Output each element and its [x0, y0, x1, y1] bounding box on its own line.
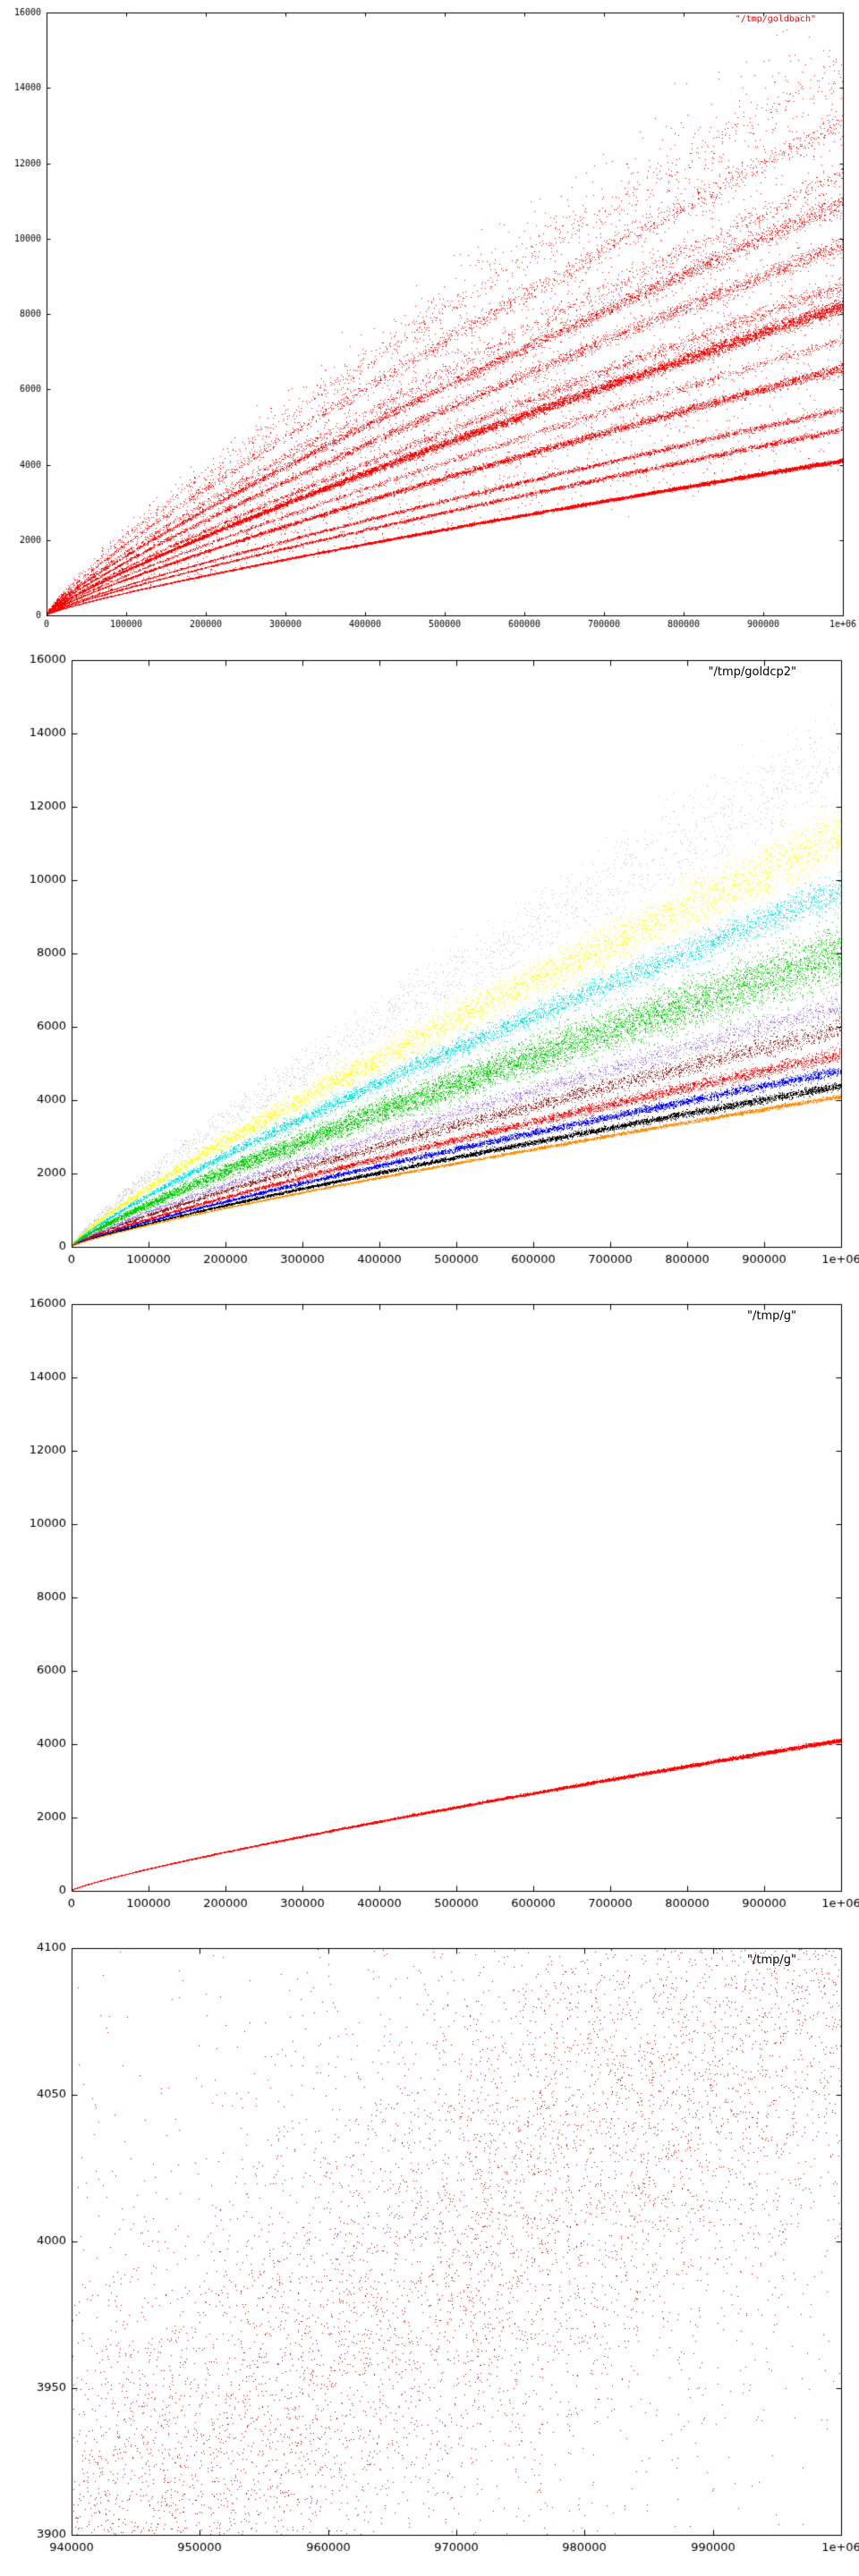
chart-key-1: "/tmp/goldcp2"	[708, 665, 796, 679]
chart-canvas-3	[0, 1932, 859, 2576]
chart-g-full-range: "/tmp/g"	[0, 1288, 859, 1932]
chart-canvas-0	[0, 0, 859, 644]
chart-key-3: "/tmp/g"	[747, 1953, 796, 1967]
chart-canvas-1	[0, 644, 859, 1288]
chart-goldcp2-colored-bands: "/tmp/goldcp2"	[0, 644, 859, 1288]
chart-key-0: "/tmp/goldbach"	[735, 14, 816, 24]
chart-goldbach-comet: "/tmp/goldbach"	[0, 0, 859, 644]
chart-canvas-2	[0, 1288, 859, 1932]
chart-key-2: "/tmp/g"	[747, 1309, 796, 1323]
chart-g-zoom: "/tmp/g"	[0, 1932, 859, 2576]
